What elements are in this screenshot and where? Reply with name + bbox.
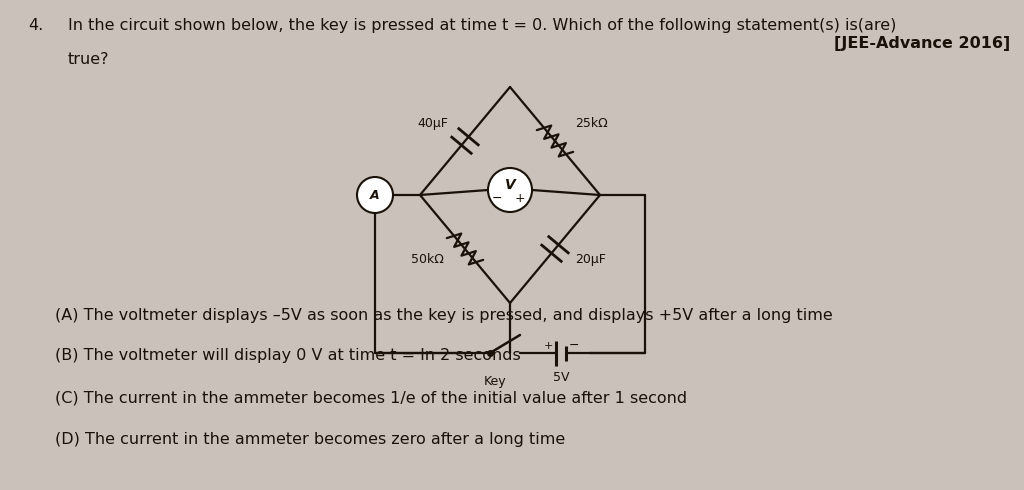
Text: +: + bbox=[544, 341, 553, 350]
Circle shape bbox=[357, 177, 393, 213]
Text: 20μF: 20μF bbox=[575, 252, 606, 266]
Circle shape bbox=[488, 168, 532, 212]
Text: 25kΩ: 25kΩ bbox=[574, 117, 607, 129]
Text: (B) The voltmeter will display 0 V at time t = ln 2 seconds: (B) The voltmeter will display 0 V at ti… bbox=[55, 348, 521, 363]
Text: true?: true? bbox=[68, 52, 110, 67]
Text: 40μF: 40μF bbox=[418, 117, 449, 129]
Text: [JEE-Advance 2016]: [JEE-Advance 2016] bbox=[834, 36, 1010, 51]
Text: (C) The current in the ammeter becomes 1/e of the initial value after 1 second: (C) The current in the ammeter becomes 1… bbox=[55, 390, 687, 405]
Text: 50kΩ: 50kΩ bbox=[411, 252, 443, 266]
Text: In the circuit shown below, the key is pressed at time t = 0. Which of the follo: In the circuit shown below, the key is p… bbox=[68, 18, 896, 33]
Text: (D) The current in the ammeter becomes zero after a long time: (D) The current in the ammeter becomes z… bbox=[55, 432, 565, 447]
Text: A: A bbox=[371, 189, 380, 201]
Text: +: + bbox=[515, 192, 525, 204]
Text: Key: Key bbox=[483, 375, 506, 388]
Text: −: − bbox=[492, 192, 502, 204]
Text: V: V bbox=[505, 178, 515, 192]
Text: 5V: 5V bbox=[553, 370, 569, 384]
Text: (A) The voltmeter displays –5V as soon as the key is pressed, and displays +5V a: (A) The voltmeter displays –5V as soon a… bbox=[55, 308, 833, 323]
Text: 4.: 4. bbox=[28, 18, 43, 33]
Text: −: − bbox=[568, 339, 580, 352]
